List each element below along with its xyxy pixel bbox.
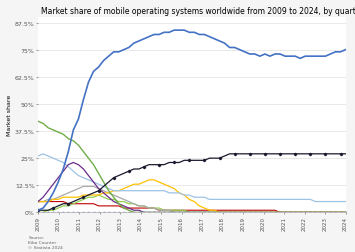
Text: Market share of mobile operating systems worldwide from 2009 to 2024, by quarter: Market share of mobile operating systems… — [41, 7, 355, 16]
Text: Source:
Kibo Counter
© Statista 2024: Source: Kibo Counter © Statista 2024 — [28, 235, 63, 249]
Y-axis label: Market share: Market share — [7, 95, 12, 136]
